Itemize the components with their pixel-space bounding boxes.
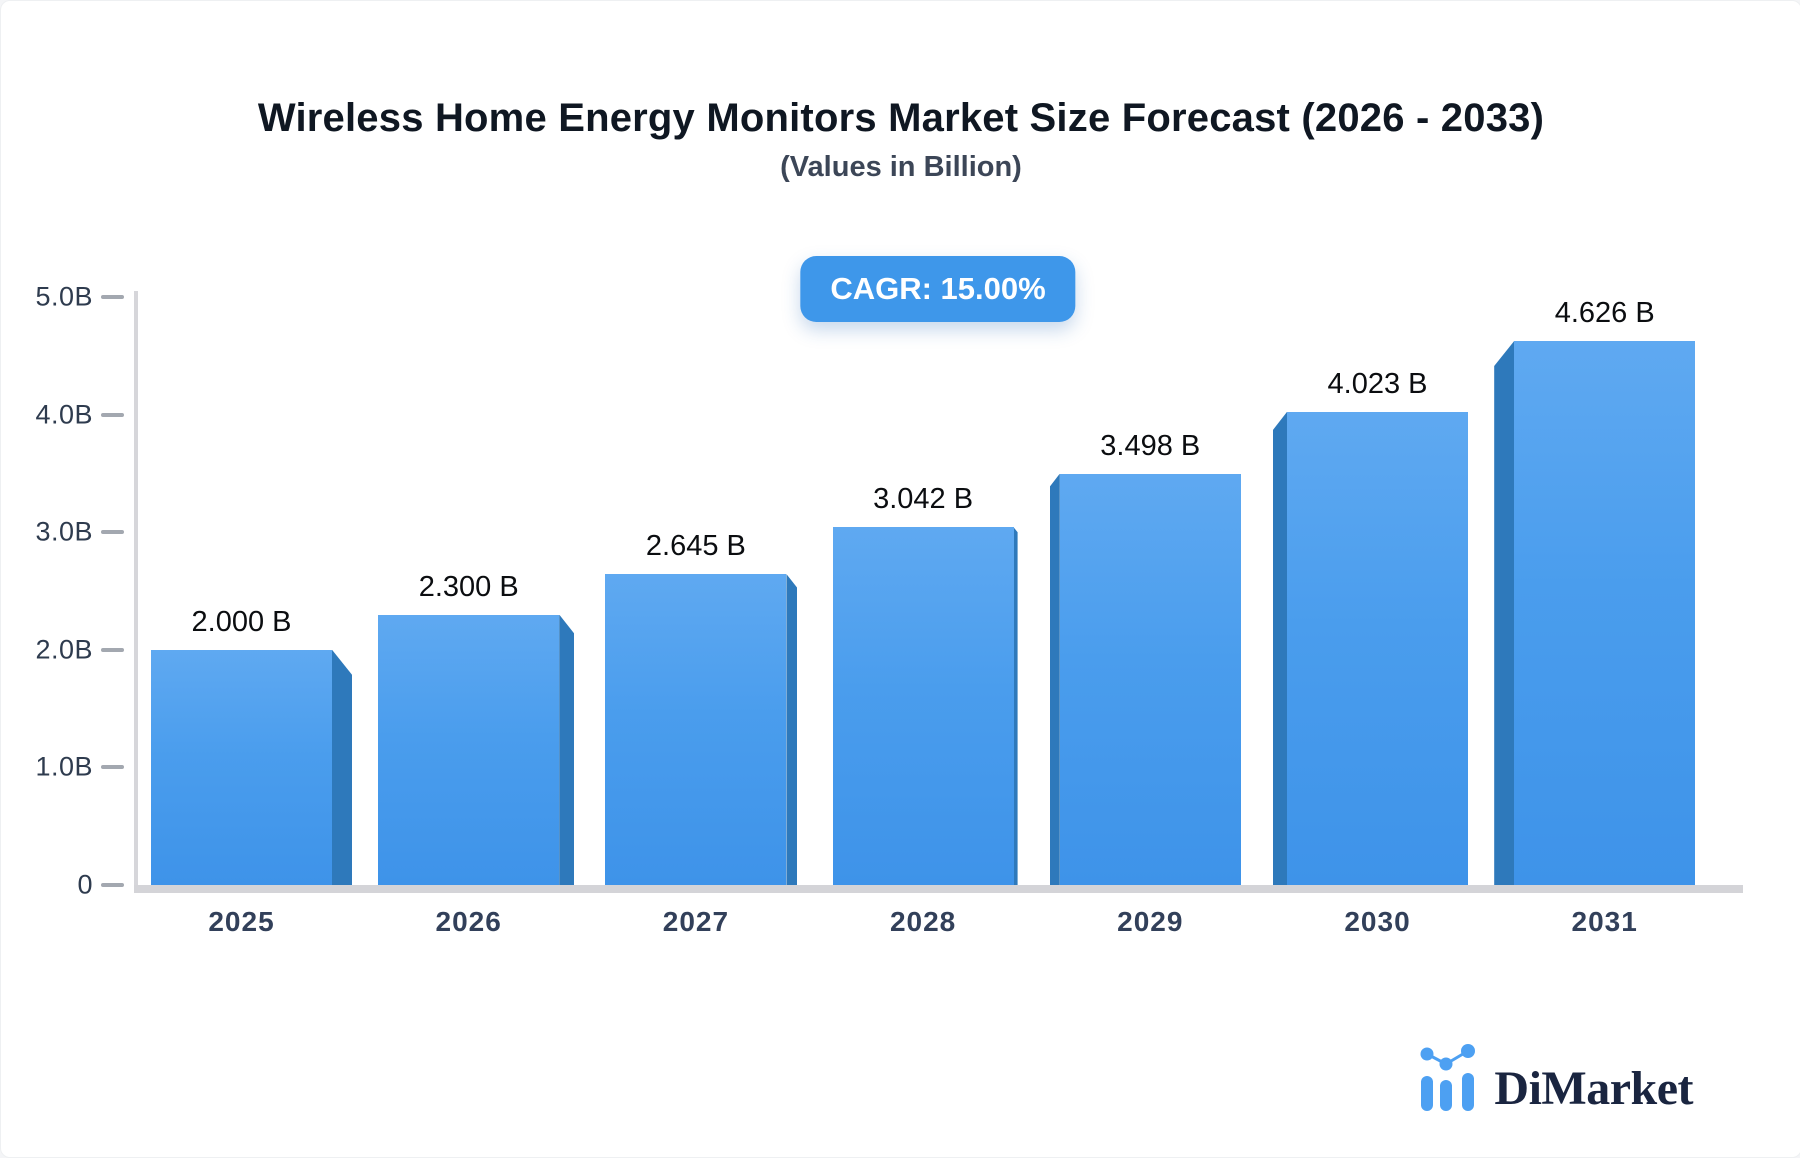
y-axis-tick-mark — [101, 765, 124, 770]
y-axis-tick-label: 1.0B — [35, 751, 93, 782]
y-axis-tick-label: 4.0B — [35, 399, 93, 430]
bar-2031 — [1514, 340, 1696, 885]
bar-value-label: 2.645 B — [645, 529, 746, 562]
x-axis-category-label: 2028 — [889, 906, 957, 937]
bar-2027 — [605, 573, 787, 885]
y-axis-tick-label: 0 — [77, 869, 93, 900]
bar-side-face — [1013, 527, 1018, 885]
bar-2028 — [832, 527, 1014, 885]
x-axis-category-label: 2031 — [1571, 906, 1638, 937]
bar-side-face — [332, 649, 352, 885]
y-axis-tick-label: 2.0B — [35, 634, 93, 665]
x-axis-category-label: 2025 — [208, 906, 275, 937]
y-axis-tick-mark — [101, 412, 124, 417]
bar-chart-logo-icon — [1420, 1044, 1476, 1111]
cagr-badge: CAGR: 15.00% — [800, 256, 1076, 322]
brand-name: DiMarket — [1494, 1062, 1693, 1115]
y-axis-line — [134, 291, 138, 885]
bar-value-label: 3.042 B — [873, 483, 974, 516]
y-axis-tick-mark — [101, 883, 124, 887]
bar-value-label: 4.023 B — [1327, 367, 1428, 400]
bar-value-label: 2.000 B — [191, 605, 292, 638]
bar-side-face — [1049, 473, 1060, 885]
brand-logo: DiMarket — [1416, 1043, 1693, 1113]
bar-value-label: 3.498 B — [1100, 429, 1201, 462]
bar-value-label: 2.300 B — [418, 570, 519, 603]
bar-side-face — [786, 573, 798, 885]
bar-side-face — [1494, 340, 1515, 885]
bar-side-face — [559, 614, 575, 885]
y-axis-tick-mark — [101, 295, 124, 299]
chart-subtitle: (Values in Billion) — [780, 151, 1022, 183]
x-axis-category-label: 2026 — [435, 906, 502, 937]
bar-2025 — [151, 649, 332, 885]
y-axis-tick-mark — [101, 530, 124, 535]
bar-side-face — [1273, 411, 1287, 885]
y-axis-tick-label: 5.0B — [35, 281, 93, 312]
x-axis-category-label: 2029 — [1117, 906, 1184, 937]
bar-2030 — [1287, 411, 1468, 885]
x-axis-category-label: 2030 — [1344, 906, 1411, 937]
y-axis-tick-mark — [101, 647, 124, 652]
x-axis-category-label: 2027 — [662, 906, 730, 937]
chart-title: Wireless Home Energy Monitors Market Siz… — [257, 96, 1545, 140]
y-axis-tick-label: 3.0B — [35, 516, 93, 547]
bar-2026 — [378, 614, 560, 885]
bar-2029 — [1059, 473, 1241, 885]
bar-value-label: 4.626 B — [1554, 296, 1655, 329]
x-axis-line — [134, 885, 1743, 893]
